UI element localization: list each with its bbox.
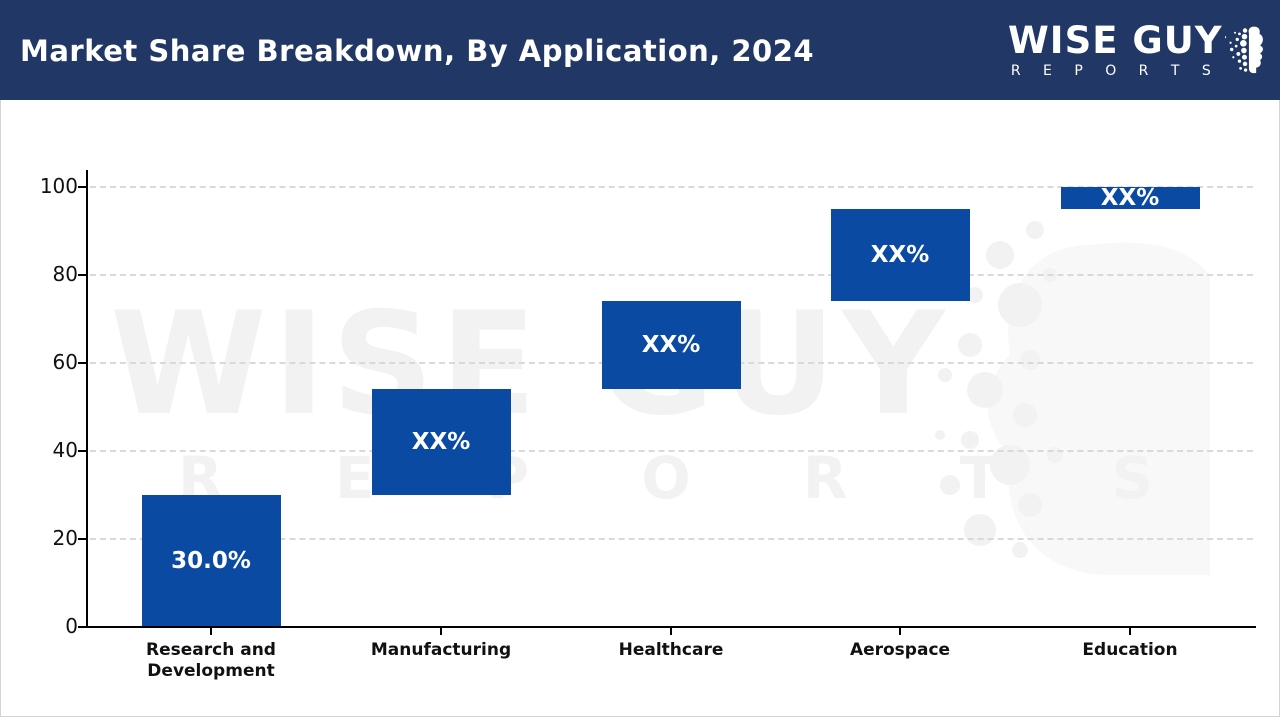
- bar-value-label: 30.0%: [171, 548, 251, 574]
- header-banner: Market Share Breakdown, By Application, …: [0, 0, 1280, 100]
- y-axis-spine: [86, 170, 88, 628]
- y-axis-tick-label: 40: [52, 438, 78, 462]
- watermark-subtitle: R E P O R T S: [178, 444, 1200, 512]
- x-axis-tick-label: Research and Development: [146, 640, 276, 681]
- y-axis-tick-label: 80: [52, 262, 78, 286]
- x-axis-tick-label: Education: [1082, 640, 1178, 660]
- bar-healthcare: XX%: [601, 301, 741, 390]
- gridline-80: [90, 274, 1253, 276]
- bar-research-and-development: 30.0%: [141, 495, 281, 627]
- bar-education: XX%: [1060, 185, 1200, 211]
- logo-head-icon: [1224, 26, 1263, 74]
- x-axis-tick-mark: [899, 628, 901, 635]
- logo-wordmark: WISE GUY: [1008, 19, 1223, 62]
- x-axis-tick-label: Aerospace: [849, 640, 951, 660]
- y-axis-tick-mark: [78, 538, 86, 540]
- x-axis-spine: [86, 626, 1256, 628]
- y-axis-tick-mark: [78, 186, 86, 188]
- gridline-100: [90, 186, 1253, 188]
- x-axis-tick-label: Manufacturing: [370, 640, 512, 660]
- y-axis-tick-label: 100: [39, 174, 78, 198]
- watermark-wordmark: WISE GUY: [110, 282, 951, 447]
- y-axis-tick-mark: [78, 626, 86, 628]
- x-axis-tick-mark: [670, 628, 672, 635]
- y-axis-tick-label: 0: [65, 614, 78, 638]
- bar-value-label: XX%: [1100, 185, 1160, 211]
- y-axis-tick-label: 20: [52, 526, 78, 550]
- chart-title: Market Share Breakdown, By Application, …: [20, 34, 815, 68]
- gridline-40: [90, 450, 1253, 452]
- x-axis-tick-mark: [1129, 628, 1131, 635]
- x-axis-tick-label: Healthcare: [618, 640, 724, 660]
- bar-manufacturing: XX%: [371, 389, 511, 495]
- logo-subtitle: R E P O R T S: [1010, 63, 1220, 79]
- bar-aerospace: XX%: [830, 209, 970, 302]
- watermark-head-graphic: [935, 221, 1210, 575]
- y-axis-tick-mark: [78, 274, 86, 276]
- x-axis-tick-mark: [210, 628, 212, 635]
- bar-value-label: XX%: [870, 242, 930, 269]
- logo-text: WISE GUY R E P O R T S: [1008, 19, 1223, 80]
- wiseguy-logo: WISE GUY R E P O R T S: [1008, 6, 1268, 94]
- x-axis-tick-mark: [440, 628, 442, 635]
- gridline-20: [90, 538, 1253, 540]
- bar-value-label: XX%: [411, 429, 471, 456]
- y-axis-tick-mark: [78, 450, 86, 452]
- y-axis-tick-mark: [78, 362, 86, 364]
- bar-value-label: XX%: [641, 332, 701, 359]
- y-axis-tick-label: 60: [52, 350, 78, 374]
